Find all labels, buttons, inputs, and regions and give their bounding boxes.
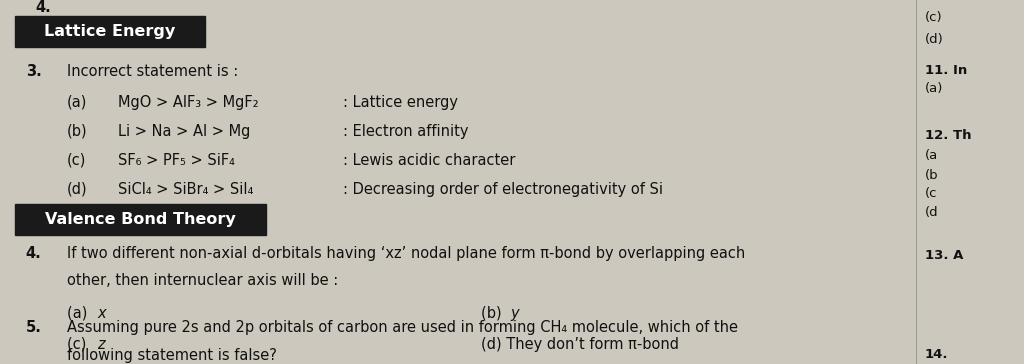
Text: Incorrect statement is :: Incorrect statement is : (67, 64, 238, 79)
Text: (a): (a) (67, 95, 87, 110)
Text: (c): (c) (67, 337, 90, 352)
Text: (a: (a (925, 149, 938, 162)
Text: : Lattice energy: : Lattice energy (343, 95, 458, 110)
Text: Lattice Energy: Lattice Energy (44, 24, 176, 39)
Text: (b: (b (925, 169, 938, 182)
Text: : Electron affinity: : Electron affinity (343, 124, 469, 139)
Text: (d) They don’t form π-bond: (d) They don’t form π-bond (481, 337, 679, 352)
FancyBboxPatch shape (916, 0, 1024, 364)
Text: (b): (b) (67, 124, 87, 139)
Text: 4.: 4. (36, 0, 51, 15)
Text: Li > Na > Al > Mg: Li > Na > Al > Mg (118, 124, 250, 139)
Text: (a): (a) (925, 82, 943, 95)
Text: Valence Bond Theory: Valence Bond Theory (45, 212, 237, 227)
Text: y: y (510, 306, 518, 321)
Text: following statement is false?: following statement is false? (67, 348, 276, 363)
Text: 13. A: 13. A (925, 249, 963, 262)
Text: (d: (d (925, 206, 938, 219)
Text: MgO > AlF₃ > MgF₂: MgO > AlF₃ > MgF₂ (118, 95, 258, 110)
FancyBboxPatch shape (15, 204, 266, 235)
Text: : Decreasing order of electronegativity of Si: : Decreasing order of electronegativity … (343, 182, 664, 197)
Text: : Lewis acidic character: : Lewis acidic character (343, 153, 515, 168)
Text: (c): (c) (925, 11, 942, 24)
Text: Assuming pure 2s and 2p orbitals of carbon are used in forming CH₄ molecule, whi: Assuming pure 2s and 2p orbitals of carb… (67, 320, 737, 335)
Text: If two different non-axial d-orbitals having ‘xz’ nodal plane form π-bond by ove: If two different non-axial d-orbitals ha… (67, 246, 744, 261)
Text: (c): (c) (67, 153, 86, 168)
Text: 11. In: 11. In (925, 64, 967, 77)
Text: 5.: 5. (26, 320, 42, 335)
Text: 3.: 3. (26, 64, 41, 79)
Text: (a): (a) (67, 306, 91, 321)
Text: 14.: 14. (925, 348, 948, 361)
Text: z: z (97, 337, 104, 352)
Text: SiCl₄ > SiBr₄ > SiI₄: SiCl₄ > SiBr₄ > SiI₄ (118, 182, 253, 197)
Text: (c: (c (925, 187, 937, 201)
Text: 12. Th: 12. Th (925, 129, 971, 142)
Text: (d): (d) (67, 182, 87, 197)
Text: x: x (97, 306, 105, 321)
Text: SF₆ > PF₅ > SiF₄: SF₆ > PF₅ > SiF₄ (118, 153, 234, 168)
Text: (d): (d) (925, 33, 943, 46)
Text: 4.: 4. (26, 246, 41, 261)
Text: (b): (b) (481, 306, 507, 321)
FancyBboxPatch shape (15, 16, 205, 47)
Text: other, then internuclear axis will be :: other, then internuclear axis will be : (67, 273, 338, 288)
